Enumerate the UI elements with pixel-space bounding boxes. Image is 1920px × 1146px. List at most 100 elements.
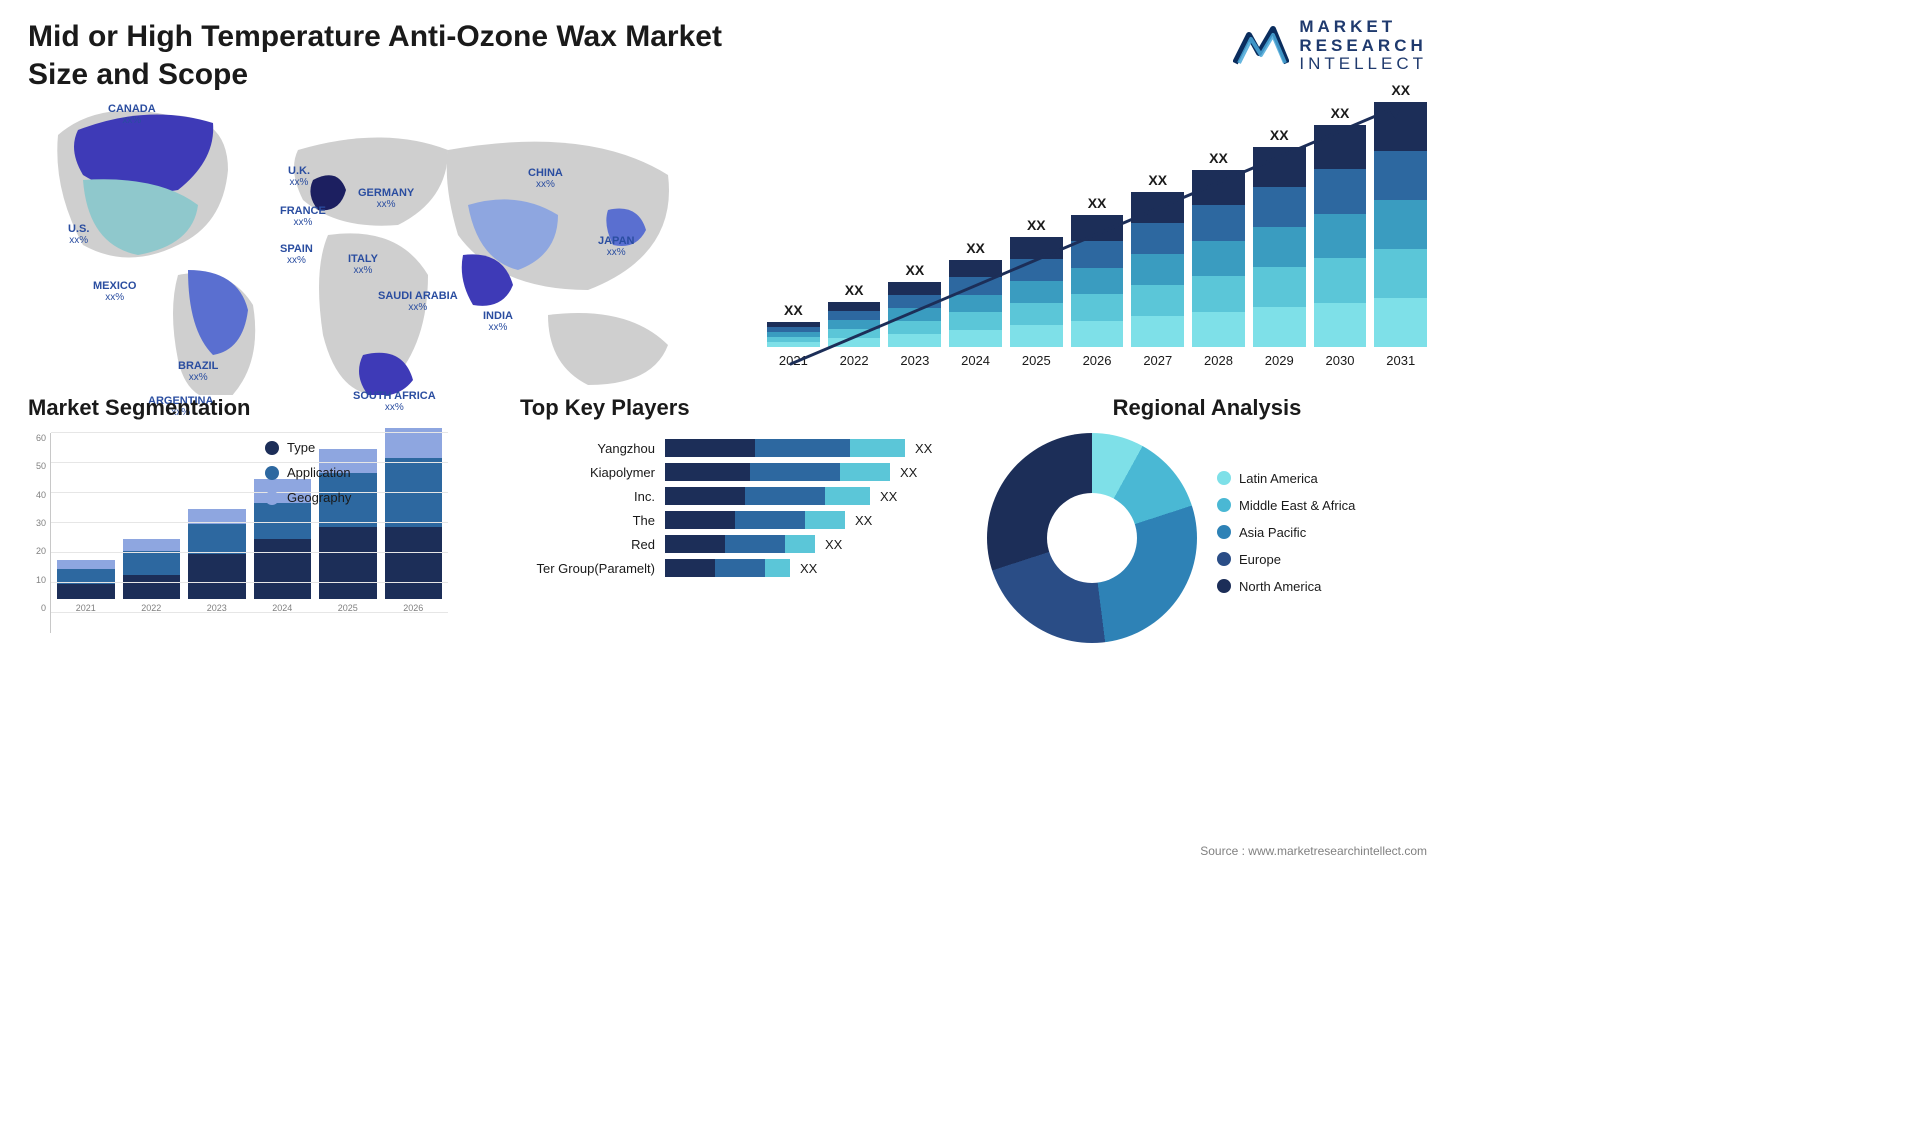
player-bar <box>665 535 815 553</box>
player-row: Red XX <box>520 535 950 553</box>
region-title: Regional Analysis <box>987 395 1427 421</box>
forecast-bar-value: XX <box>1148 172 1167 188</box>
legend-item: North America <box>1217 579 1355 594</box>
forecast-bar: XX 2025 <box>1010 217 1063 368</box>
map-country-label: JAPANxx% <box>598 235 634 258</box>
forecast-year-label: 2026 <box>1083 353 1112 368</box>
player-name: The <box>520 513 655 528</box>
forecast-bar-value: XX <box>845 282 864 298</box>
forecast-bar: XX 2024 <box>949 240 1002 369</box>
players-section: Top Key Players YangzhouXXKiapolymerXXIn… <box>520 395 950 583</box>
forecast-bar-value: XX <box>1331 105 1350 121</box>
brand-logo: MARKET RESEARCH INTELLECT <box>1233 18 1427 74</box>
region-donut-chart <box>987 433 1197 643</box>
forecast-year-label: 2022 <box>840 353 869 368</box>
player-row: Inc. XX <box>520 487 950 505</box>
forecast-year-label: 2024 <box>961 353 990 368</box>
player-row: Ter Group(Paramelt) XX <box>520 559 950 577</box>
legend-item: Middle East & Africa <box>1217 498 1355 513</box>
legend-item: Asia Pacific <box>1217 525 1355 540</box>
player-name: Inc. <box>520 489 655 504</box>
legend-item: Europe <box>1217 552 1355 567</box>
players-title: Top Key Players <box>520 395 950 421</box>
forecast-bar: XX 2026 <box>1071 195 1124 369</box>
forecast-year-label: 2029 <box>1265 353 1294 368</box>
forecast-year-label: 2030 <box>1326 353 1355 368</box>
world-map: CANADAxx%U.S.xx%MEXICOxx%BRAZILxx%ARGENT… <box>28 95 728 395</box>
forecast-year-label: 2021 <box>779 353 808 368</box>
map-country-label: CHINAxx% <box>528 167 563 190</box>
map-country-label: CANADAxx% <box>108 103 156 126</box>
player-row: The XX <box>520 511 950 529</box>
forecast-bar-value: XX <box>1209 150 1228 166</box>
map-country-label: BRAZILxx% <box>178 360 218 383</box>
map-country-label: ITALYxx% <box>348 253 378 276</box>
map-country-label: INDIAxx% <box>483 310 513 333</box>
legend-item: Geography <box>265 490 351 505</box>
player-value: XX <box>880 489 897 504</box>
player-name: Red <box>520 537 655 552</box>
legend-item: Latin America <box>1217 471 1355 486</box>
forecast-year-label: 2027 <box>1143 353 1172 368</box>
map-country-label: FRANCExx% <box>280 205 326 228</box>
map-country-label: U.K.xx% <box>288 165 310 188</box>
player-value: XX <box>800 561 817 576</box>
legend-item: Application <box>265 465 351 480</box>
forecast-bar-value: XX <box>784 302 803 318</box>
forecast-bar-value: XX <box>1027 217 1046 233</box>
player-name: Ter Group(Paramelt) <box>520 561 655 576</box>
segmentation-bar: 2026 <box>385 428 443 613</box>
page-title: Mid or High Temperature Anti-Ozone Wax M… <box>28 18 748 93</box>
segmentation-bar: 2023 <box>188 509 246 613</box>
players-chart: YangzhouXXKiapolymerXXInc.XXTheXXRedXXTe… <box>520 439 950 577</box>
forecast-bar-value: XX <box>905 262 924 278</box>
source-label: Source : www.marketresearchintellect.com <box>1200 844 1427 858</box>
player-name: Kiapolymer <box>520 465 655 480</box>
forecast-bar: XX 2022 <box>828 282 881 368</box>
forecast-bar: XX 2030 <box>1314 105 1367 369</box>
forecast-bar-value: XX <box>966 240 985 256</box>
forecast-year-label: 2025 <box>1022 353 1051 368</box>
region-legend: Latin America Middle East & Africa Asia Pa… <box>1217 471 1355 606</box>
forecast-chart: XX 2021 XX 2022 XX 2023 XX 2024 XX 2025 XX 2026 XX 20… <box>767 100 1427 390</box>
player-bar <box>665 559 790 577</box>
map-country-label: SPAINxx% <box>280 243 313 266</box>
segmentation-legend: Type Application Geography <box>265 440 351 515</box>
player-value: XX <box>900 465 917 480</box>
player-row: Kiapolymer XX <box>520 463 950 481</box>
player-value: XX <box>825 537 842 552</box>
legend-item: Type <box>265 440 351 455</box>
map-country-label: GERMANYxx% <box>358 187 414 210</box>
forecast-bar: XX 2021 <box>767 302 820 368</box>
forecast-year-label: 2028 <box>1204 353 1233 368</box>
forecast-year-label: 2031 <box>1386 353 1415 368</box>
region-section: Regional Analysis Latin America Middle Ea… <box>987 395 1427 643</box>
header: Mid or High Temperature Anti-Ozone Wax M… <box>28 18 1427 93</box>
player-bar <box>665 487 870 505</box>
map-country-label: SAUDI ARABIAxx% <box>378 290 458 313</box>
segmentation-chart: 6050403020100 202120222023202420252026 <box>28 433 448 638</box>
player-bar <box>665 463 890 481</box>
forecast-bar: XX 2023 <box>888 262 941 368</box>
segmentation-section: Market Segmentation 6050403020100 202120… <box>28 395 448 638</box>
player-value: XX <box>855 513 872 528</box>
forecast-bar-value: XX <box>1391 82 1410 98</box>
map-country-label: MEXICOxx% <box>93 280 136 303</box>
player-row: Yangzhou XX <box>520 439 950 457</box>
logo-swoosh-icon <box>1233 23 1289 69</box>
forecast-bar-value: XX <box>1270 127 1289 143</box>
player-bar <box>665 439 905 457</box>
player-value: XX <box>915 441 932 456</box>
map-country-label: U.S.xx% <box>68 223 89 246</box>
forecast-bar: XX 2031 <box>1374 82 1427 368</box>
segmentation-bar: 2021 <box>57 560 115 613</box>
forecast-bar: XX 2029 <box>1253 127 1306 368</box>
player-name: Yangzhou <box>520 441 655 456</box>
logo-text: MARKET RESEARCH INTELLECT <box>1299 18 1427 74</box>
forecast-bar: XX 2028 <box>1192 150 1245 369</box>
segmentation-title: Market Segmentation <box>28 395 448 421</box>
forecast-bar-value: XX <box>1088 195 1107 211</box>
forecast-bar: XX 2027 <box>1131 172 1184 368</box>
forecast-year-label: 2023 <box>900 353 929 368</box>
player-bar <box>665 511 845 529</box>
